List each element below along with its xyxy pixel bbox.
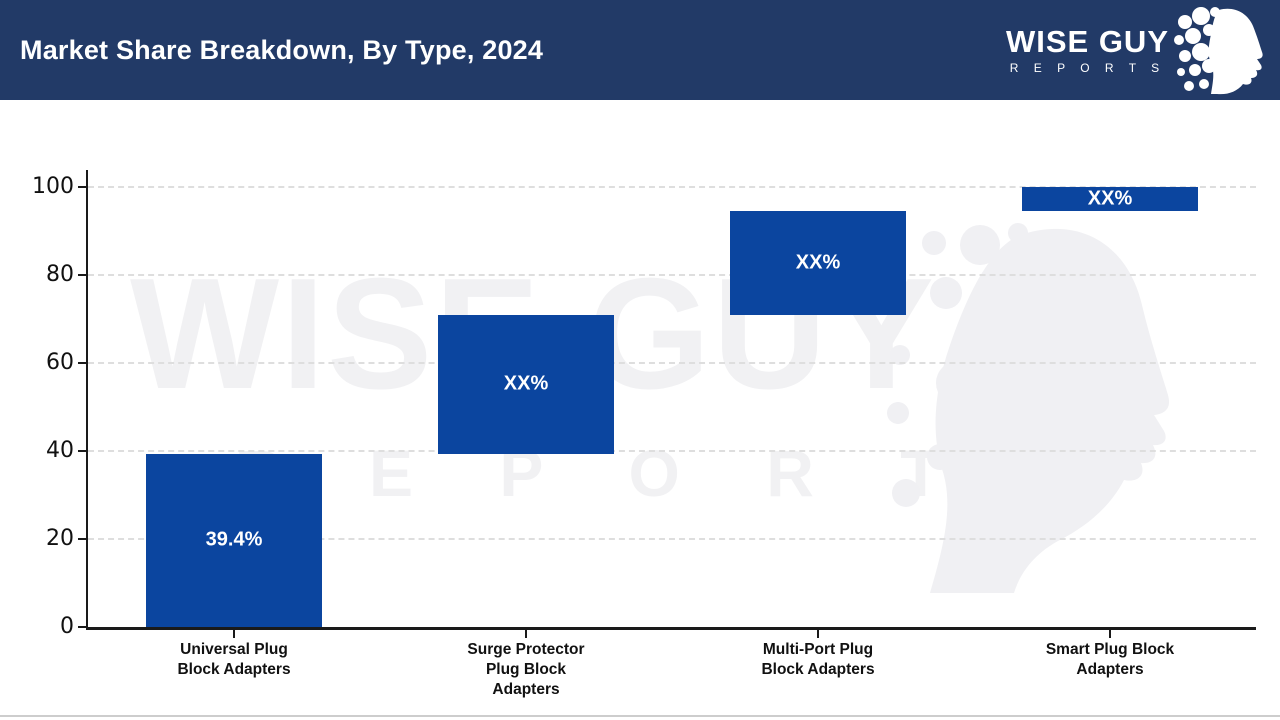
x-tick-mark [1109,630,1111,638]
x-tick-mark [817,630,819,638]
bar [438,315,614,454]
y-tick-mark [78,274,88,276]
y-tick-label: 60 [46,350,74,375]
x-tick-mark [525,630,527,638]
bar-value-label: XX% [795,251,841,274]
y-tick-mark [78,362,88,364]
x-axis-line [86,627,1256,630]
x-category-label: Surge Protector Plug Block Adapters [406,640,646,700]
bar [146,453,322,627]
x-tick-mark [233,630,235,638]
gridline [88,362,1256,364]
y-tick-label: 0 [60,614,74,639]
gridline [88,538,1256,540]
x-category-label: Smart Plug Block Adapters [990,640,1230,680]
x-category-label: Universal Plug Block Adapters [114,640,354,680]
y-tick-mark [78,538,88,540]
y-tick-mark [78,186,88,188]
gridline [88,186,1256,188]
x-category-label-line: Block Adapters [177,661,291,678]
y-tick-label: 80 [46,262,74,287]
bar-value-label: 39.4% [205,528,263,551]
page-title: Market Share Breakdown, By Type, 2024 [20,34,544,65]
logo-wordmark: WISE GUY R E P O R T S [1006,26,1169,75]
gridline [88,274,1256,276]
y-tick-mark [78,626,88,628]
logo-name-text: WISE GUY [1005,23,1169,59]
x-category-label-line: Adapters [1076,661,1144,678]
x-category-label-line: Block Adapters [761,661,875,678]
y-tick-label: 100 [32,174,74,199]
logo-sub-text: R E P O R T S [1009,60,1166,75]
x-category-label-line: Multi-Port Plug [762,641,874,658]
gridline [88,450,1256,452]
brand-logo: WISE GUY R E P O R T S [1006,4,1266,96]
header-bar: Market Share Breakdown, By Type, 2024 WI… [0,0,1280,100]
bar-value-label: XX% [1087,187,1133,210]
x-category-label-line: Smart Plug Block [1045,641,1175,658]
x-category-label-line: Universal Plug [180,641,288,658]
x-category-label-line: Plug Block [485,661,567,678]
x-category-label-line: Adapters [492,681,560,698]
logo-face-icon [1174,7,1263,95]
footer-divider [0,715,1280,717]
bar [730,211,906,316]
y-tick-label: 20 [46,526,74,551]
bar [1022,187,1198,212]
x-category-label-line: Surge Protector [467,641,585,658]
bar-value-label: XX% [503,372,549,395]
y-tick-mark [78,450,88,452]
y-tick-label: 40 [46,438,74,463]
y-axis-line [86,170,88,629]
x-category-label: Multi-Port Plug Block Adapters [698,640,938,680]
